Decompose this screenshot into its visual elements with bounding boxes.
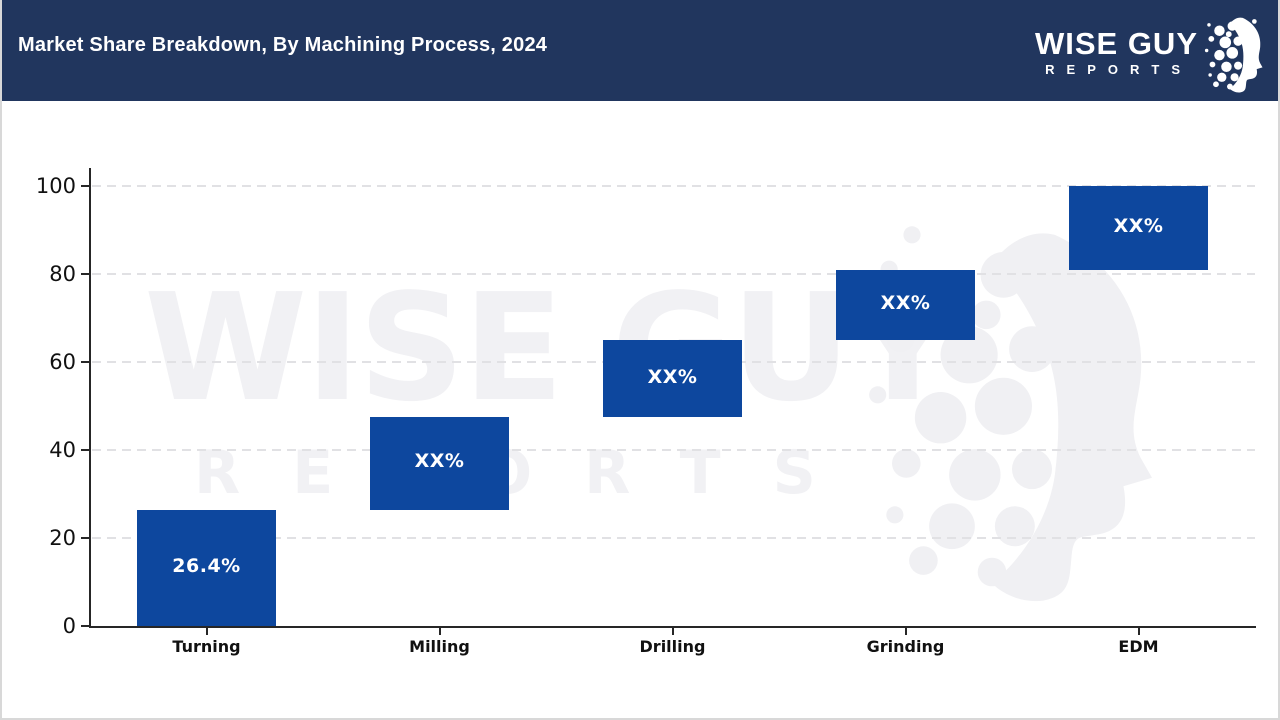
bar-value-label: XX% xyxy=(414,450,465,473)
x-axis-tick xyxy=(671,628,674,635)
y-tick-label: 60 xyxy=(49,350,76,374)
x-axis-tick xyxy=(904,628,907,635)
y-tick-label: 40 xyxy=(49,438,76,462)
y-tick-label: 0 xyxy=(62,614,76,638)
y-tick-label: 100 xyxy=(35,174,76,198)
y-tick-label: 20 xyxy=(49,526,76,550)
bar-segment xyxy=(1069,186,1208,270)
bar-value-label: 26.4% xyxy=(172,554,241,577)
brand-tagline: REPORTS xyxy=(1045,62,1192,77)
bar-value-label: XX% xyxy=(880,291,931,314)
bar-segment xyxy=(603,340,742,417)
y-axis-tick xyxy=(81,537,89,539)
category-label: Grinding xyxy=(866,637,945,656)
x-axis-tick xyxy=(438,628,441,635)
bar-value-label: XX% xyxy=(647,365,698,388)
y-axis-tick xyxy=(81,361,89,363)
brand-name: WISE GUY xyxy=(1034,26,1198,61)
brand-logo: WISE GUY REPORTS xyxy=(1028,6,1268,98)
gridline xyxy=(92,273,1255,275)
x-axis-line xyxy=(89,626,1256,628)
category-label: EDM xyxy=(1118,637,1159,656)
bar-segment xyxy=(370,417,509,510)
bar-segment xyxy=(836,269,975,340)
category-label: Drilling xyxy=(639,637,706,656)
y-axis-tick xyxy=(81,449,89,451)
y-axis-tick xyxy=(81,273,89,275)
gridline xyxy=(92,537,1255,539)
y-axis-line xyxy=(89,168,91,628)
header-band: Market Share Breakdown, By Machining Pro… xyxy=(2,0,1278,101)
page-title: Market Share Breakdown, By Machining Pro… xyxy=(18,34,548,56)
watermark-brand-text: WISE GUY xyxy=(144,262,956,434)
y-axis-tick xyxy=(81,625,89,627)
category-label: Milling xyxy=(409,637,470,656)
dotted-head-icon xyxy=(1204,17,1263,93)
gridline xyxy=(92,185,1255,187)
x-axis-tick xyxy=(1137,628,1140,635)
gridline xyxy=(92,449,1255,451)
bar-value-label: XX% xyxy=(1113,214,1164,237)
y-tick-label: 80 xyxy=(49,262,76,286)
category-label: Turning xyxy=(172,637,241,656)
x-axis-tick xyxy=(205,628,208,635)
bar-segment xyxy=(137,509,276,626)
y-axis-tick xyxy=(81,185,89,187)
